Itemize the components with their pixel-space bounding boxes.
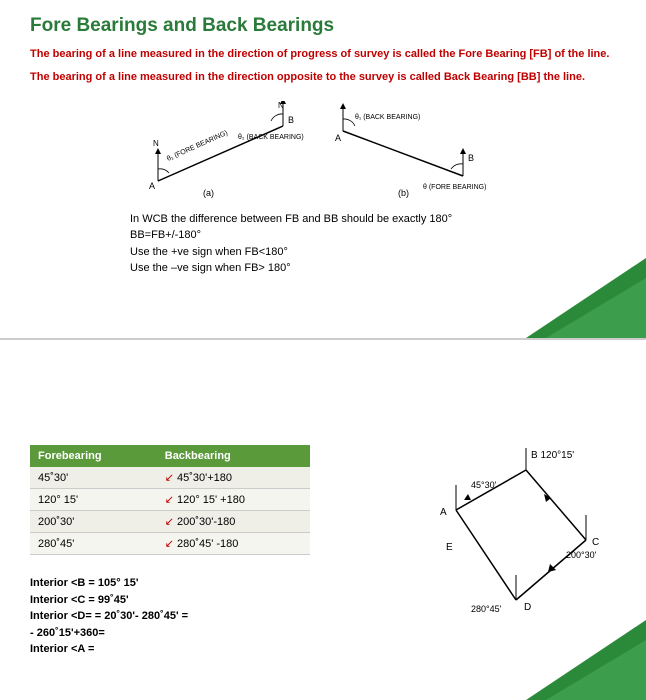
bearing-diagram-svg: A B N N θ₁ (FORE BEARING) θ₂ (BACK BEARI… [143,101,503,201]
traverse-svg: A B 120°15' C D E 45°30' 200°30' 280°45' [416,440,616,640]
note-line1: In WCB the difference between FB and BB … [130,211,616,228]
bb-cell: 120° 15' +180 [157,489,310,511]
slide-bearing-table: Forebearing Backbearing 45˚30' 45˚30'+18… [0,340,646,700]
trav-ang-d: 280°45' [471,604,502,614]
slide1-title: Fore Bearings and Back Bearings [30,15,616,37]
traverse-diagram: A B 120°15' C D E 45°30' 200°30' 280°45' [416,440,616,640]
bb-cell: 45˚30'+180 [157,467,310,489]
table-row: 120° 15' 120° 15' +180 [30,489,310,511]
decor-triangle-2 [546,278,646,338]
trav-d: D [524,602,531,613]
diag-fore-label-a: θ₁ (FORE BEARING) [166,129,229,162]
definition-fore-bearing: The bearing of a line measured in the di… [30,47,616,62]
diag-sub-a: (a) [203,188,214,198]
note-line2: BB=FB+/-180° [130,227,616,244]
fb-cell: 120° 15' [30,489,157,511]
diag-sub-b: (b) [398,188,409,198]
bb-cell: 200˚30'-180 [157,511,310,533]
diag-back-label-b: θ₁ (BACK BEARING) [355,114,420,121]
table-row: 200˚30' 200˚30'-180 [30,511,310,533]
definition-back-bearing: The bearing of a line measured in the di… [30,70,616,85]
bearing-table-block: Forebearing Backbearing 45˚30' 45˚30'+18… [30,445,310,555]
diag-fore-label-b: θ (FORE BEARING) [423,184,486,191]
diag-back-label-a: θ₂ (BACK BEARING) [238,134,304,141]
bb-cell: 280˚45' -180 [157,533,310,555]
bearing-table: Forebearing Backbearing 45˚30' 45˚30'+18… [30,445,310,555]
col-backbearing: Backbearing [157,445,310,467]
trav-e: E [446,542,453,553]
trav-b: B 120°15' [531,450,574,461]
fb-cell: 280˚45' [30,533,157,555]
bearing-diagram: A B N N θ₁ (FORE BEARING) θ₂ (BACK BEARI… [143,101,503,201]
diag-north-2: N [278,101,284,110]
slide-fore-back-bearings: Fore Bearings and Back Bearings The bear… [0,0,646,340]
table-row: 45˚30' 45˚30'+180 [30,467,310,489]
fb-cell: 45˚30' [30,467,157,489]
fb-cell: 200˚30' [30,511,157,533]
decor-triangle-4 [546,640,646,700]
trav-ang-c: 200°30' [566,550,597,560]
diag-point-b2: B [468,153,474,163]
trav-c: C [592,537,599,548]
diag-north-1: N [153,139,159,148]
diag-point-b: B [288,115,294,125]
table-row: 280˚45' 280˚45' -180 [30,533,310,555]
diag-point-a2: A [335,133,341,143]
diag-point-a: A [149,181,155,191]
trav-ang-ab: 45°30' [471,480,497,490]
trav-a: A [440,507,447,518]
col-forebearing: Forebearing [30,445,157,467]
